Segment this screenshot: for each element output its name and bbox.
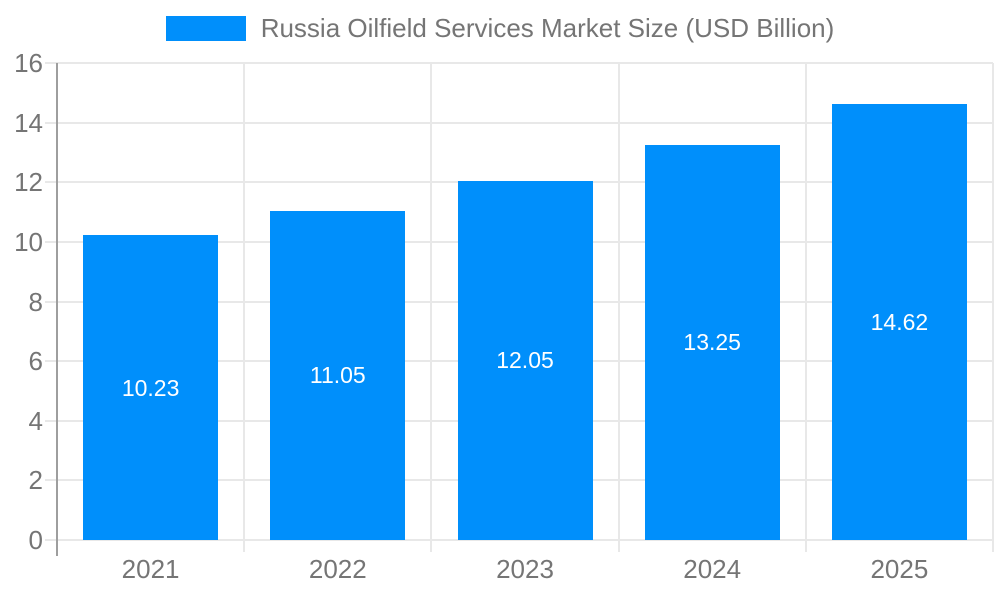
y-axis-tick-label: 8: [28, 286, 43, 317]
y-axis-tick-label: 6: [28, 346, 43, 377]
x-axis-tick-label: 2023: [496, 554, 554, 584]
gridline-horizontal: [45, 539, 993, 541]
x-axis-tick-label: 2022: [308, 554, 367, 584]
bar[interactable]: [83, 235, 219, 540]
bar-value-label: 10.23: [121, 374, 180, 401]
x-axis-tick-label: 2025: [870, 554, 929, 584]
bar-value-label: 11.05: [309, 362, 366, 389]
gridline-horizontal: [45, 62, 993, 64]
bar[interactable]: [457, 180, 593, 540]
y-axis-line: [56, 63, 58, 556]
bar-value-label: 14.62: [870, 309, 929, 336]
gridline-vertical: [804, 63, 807, 552]
y-axis-tick-label: 12: [14, 167, 43, 198]
chart-title: Russia Oilfield Services Market Size (US…: [260, 12, 835, 43]
y-axis-tick-label: 0: [28, 525, 43, 555]
legend-series-marker[interactable]: [165, 15, 246, 41]
x-axis-tick-label: 2024: [683, 554, 742, 584]
bar[interactable]: [644, 144, 780, 540]
y-axis-tick-label: 14: [14, 107, 43, 138]
gridline-vertical: [617, 63, 620, 552]
bar[interactable]: [831, 104, 967, 540]
legend[interactable]: Russia Oilfield Services Market Size (US…: [0, 8, 1000, 48]
gridline-vertical: [430, 63, 433, 552]
bar[interactable]: [270, 210, 406, 540]
bar-value-label: 13.25: [683, 329, 741, 356]
gridline-horizontal: [45, 121, 993, 124]
y-axis-tick-label: 10: [14, 226, 43, 257]
y-axis-tick-label: 16: [14, 48, 43, 78]
gridline-vertical: [243, 63, 246, 552]
gridline-vertical: [992, 63, 994, 552]
bar-value-label: 12.05: [496, 347, 554, 374]
y-axis-tick-label: 4: [28, 405, 43, 436]
y-axis-tick-label: 2: [28, 465, 43, 496]
x-axis-tick-label: 2021: [121, 554, 180, 584]
